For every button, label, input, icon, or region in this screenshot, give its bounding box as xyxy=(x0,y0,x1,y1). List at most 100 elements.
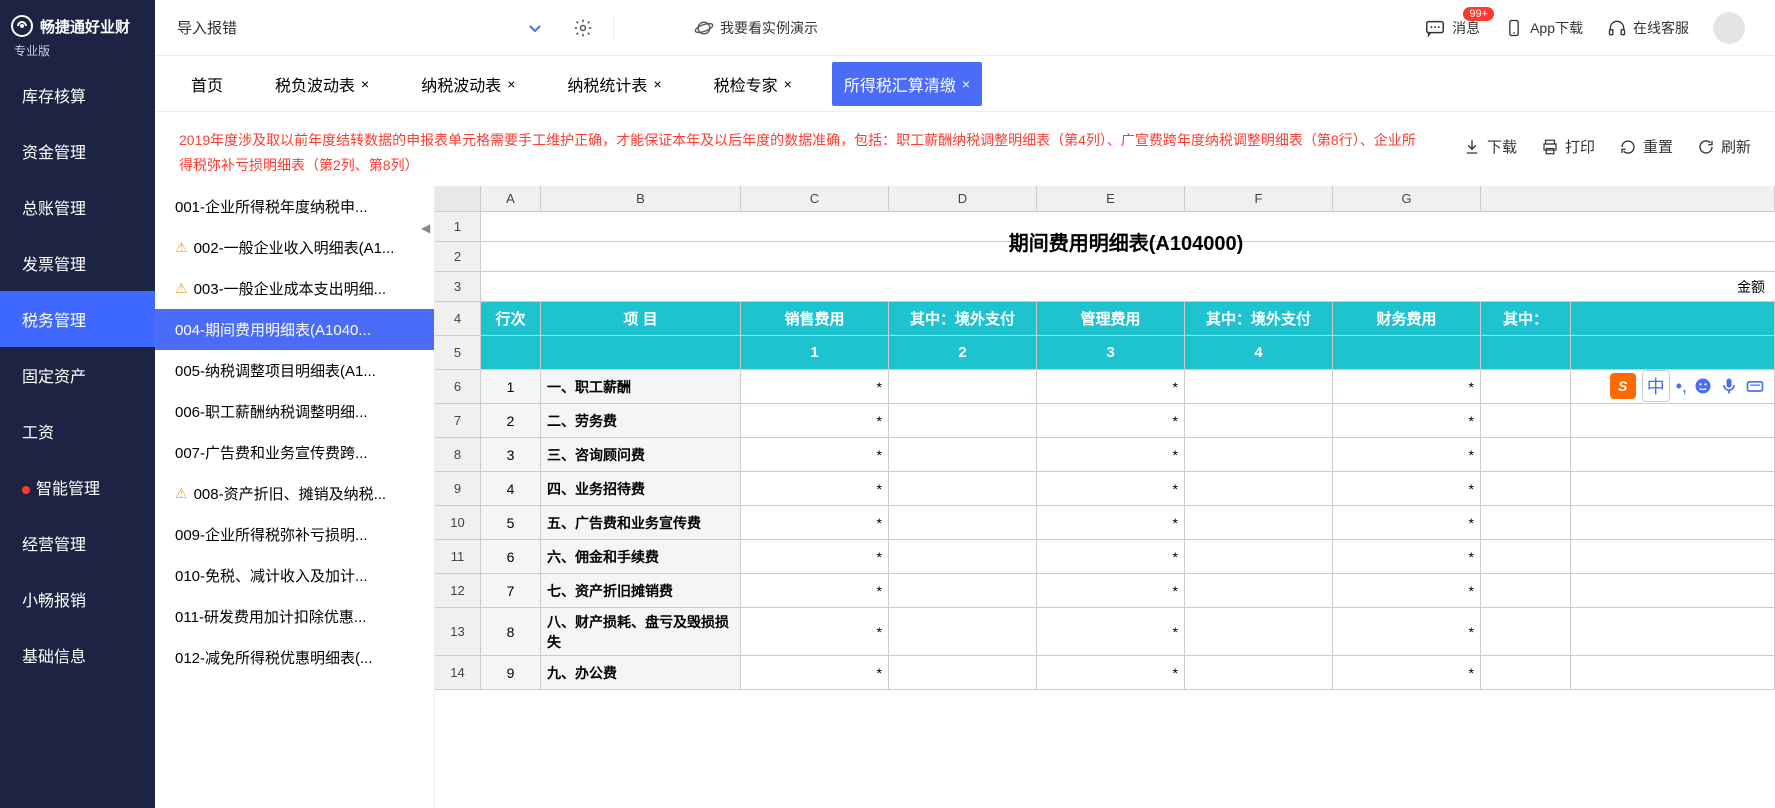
ime-widget[interactable]: S 中 •, xyxy=(1610,370,1765,402)
th1-0[interactable]: 行次 xyxy=(481,302,541,335)
tab-4[interactable]: 税检专家× xyxy=(702,62,804,106)
th2-3[interactable]: 2 xyxy=(889,336,1037,369)
data-11-4[interactable]: * xyxy=(1333,540,1481,573)
data-8-1[interactable] xyxy=(889,438,1037,471)
seq-10[interactable]: 5 xyxy=(481,506,541,539)
data-extra-12[interactable] xyxy=(1571,574,1775,607)
report-item-1[interactable]: ⚠002-一般企业收入明细表(A1... xyxy=(155,227,434,268)
data-8-3[interactable] xyxy=(1185,438,1333,471)
th1-4[interactable]: 管理费用 xyxy=(1037,302,1185,335)
report-item-4[interactable]: 005-纳税调整项目明细表(A1... xyxy=(155,350,434,391)
data-11-2[interactable]: * xyxy=(1037,540,1185,573)
data-12-3[interactable] xyxy=(1185,574,1333,607)
report-item-0[interactable]: 001-企业所得税年度纳税申... xyxy=(155,186,434,227)
data-10-1[interactable] xyxy=(889,506,1037,539)
data-9-2[interactable]: * xyxy=(1037,472,1185,505)
data-8-4[interactable]: * xyxy=(1333,438,1481,471)
col-header-C[interactable]: C xyxy=(741,186,889,211)
row-header-13[interactable]: 13 xyxy=(435,608,481,655)
data-7-3[interactable] xyxy=(1185,404,1333,437)
data-extra-11[interactable] xyxy=(1571,540,1775,573)
collapse-handle[interactable]: ◀ xyxy=(421,221,430,235)
report-item-3[interactable]: 004-期间费用明细表(A1040... xyxy=(155,309,434,350)
tab-3[interactable]: 纳税统计表× xyxy=(555,62,673,106)
data-11-0[interactable]: * xyxy=(741,540,889,573)
item-14[interactable]: 九、办公费 xyxy=(541,656,741,689)
item-10[interactable]: 五、广告费和业务宣传费 xyxy=(541,506,741,539)
data-13-1[interactable] xyxy=(889,608,1037,655)
chevron-down-icon[interactable] xyxy=(527,20,543,36)
data-9-0[interactable]: * xyxy=(741,472,889,505)
nav-item-1[interactable]: 资金管理 xyxy=(0,123,155,179)
data-12-0[interactable]: * xyxy=(741,574,889,607)
report-item-10[interactable]: 011-研发费用加计扣除优惠... xyxy=(155,596,434,637)
nav-item-0[interactable]: 库存核算 xyxy=(0,67,155,123)
search-text[interactable]: 导入报错 xyxy=(177,17,237,38)
data-6-5[interactable] xyxy=(1481,370,1571,403)
nav-item-2[interactable]: 总账管理 xyxy=(0,179,155,235)
messages-button[interactable]: 消息 99+ xyxy=(1424,17,1480,39)
data-10-4[interactable]: * xyxy=(1333,506,1481,539)
col-header-B[interactable]: B xyxy=(541,186,741,211)
data-13-5[interactable] xyxy=(1481,608,1571,655)
data-6-4[interactable]: * xyxy=(1333,370,1481,403)
data-9-3[interactable] xyxy=(1185,472,1333,505)
nav-item-7[interactable]: 智能管理 xyxy=(0,459,155,515)
row-header-1[interactable]: 1 xyxy=(435,212,481,241)
data-12-4[interactable]: * xyxy=(1333,574,1481,607)
data-9-5[interactable] xyxy=(1481,472,1571,505)
data-12-5[interactable] xyxy=(1481,574,1571,607)
gear-icon[interactable] xyxy=(573,18,593,38)
nav-item-9[interactable]: 小畅报销 xyxy=(0,571,155,627)
row-header-6[interactable]: 6 xyxy=(435,370,481,403)
data-9-4[interactable]: * xyxy=(1333,472,1481,505)
report-item-6[interactable]: 007-广告费和业务宣传费跨... xyxy=(155,432,434,473)
data-8-5[interactable] xyxy=(1481,438,1571,471)
data-7-2[interactable]: * xyxy=(1037,404,1185,437)
col-header-E[interactable]: E xyxy=(1037,186,1185,211)
report-item-2[interactable]: ⚠003-一般企业成本支出明细... xyxy=(155,268,434,309)
th2-2[interactable]: 1 xyxy=(741,336,889,369)
reset-button[interactable]: 重置 xyxy=(1619,136,1673,157)
data-extra-10[interactable] xyxy=(1571,506,1775,539)
th1-2[interactable]: 销售费用 xyxy=(741,302,889,335)
data-6-1[interactable] xyxy=(889,370,1037,403)
th2-7[interactable] xyxy=(1481,336,1571,369)
th1-7[interactable]: 其中： xyxy=(1481,302,1571,335)
app-download-button[interactable]: App下载 xyxy=(1504,18,1583,38)
report-item-7[interactable]: ⚠008-资产折旧、摊销及纳税... xyxy=(155,473,434,514)
data-14-0[interactable]: * xyxy=(741,656,889,689)
nav-item-8[interactable]: 经营管理 xyxy=(0,515,155,571)
data-13-3[interactable] xyxy=(1185,608,1333,655)
nav-item-4[interactable]: 税务管理 xyxy=(0,291,155,347)
data-8-0[interactable]: * xyxy=(741,438,889,471)
nav-item-10[interactable]: 基础信息 xyxy=(0,627,155,683)
item-6[interactable]: 一、职工薪酬 xyxy=(541,370,741,403)
data-9-1[interactable] xyxy=(889,472,1037,505)
report-item-8[interactable]: 009-企业所得税弥补亏损明... xyxy=(155,514,434,555)
row-header-11[interactable]: 11 xyxy=(435,540,481,573)
avatar[interactable] xyxy=(1713,12,1745,44)
th2-5[interactable]: 4 xyxy=(1185,336,1333,369)
data-7-0[interactable]: * xyxy=(741,404,889,437)
data-extra-13[interactable] xyxy=(1571,608,1775,655)
th2-0[interactable] xyxy=(481,336,541,369)
row-header-8[interactable]: 8 xyxy=(435,438,481,471)
seq-13[interactable]: 8 xyxy=(481,608,541,655)
item-12[interactable]: 七、资产折旧摊销费 xyxy=(541,574,741,607)
th2-extra[interactable] xyxy=(1571,336,1775,369)
data-14-1[interactable] xyxy=(889,656,1037,689)
unit-label[interactable]: 金额 xyxy=(481,272,1771,301)
data-11-3[interactable] xyxy=(1185,540,1333,573)
data-13-2[interactable]: * xyxy=(1037,608,1185,655)
data-11-5[interactable] xyxy=(1481,540,1571,573)
data-7-4[interactable]: * xyxy=(1333,404,1481,437)
th2-6[interactable] xyxy=(1333,336,1481,369)
th1-extra[interactable] xyxy=(1571,302,1775,335)
data-10-3[interactable] xyxy=(1185,506,1333,539)
data-10-0[interactable]: * xyxy=(741,506,889,539)
tab-1[interactable]: 税负波动表× xyxy=(263,62,381,106)
seq-14[interactable]: 9 xyxy=(481,656,541,689)
sheet-title[interactable]: 期间费用明细表(A104000) xyxy=(481,227,1771,256)
seq-11[interactable]: 6 xyxy=(481,540,541,573)
